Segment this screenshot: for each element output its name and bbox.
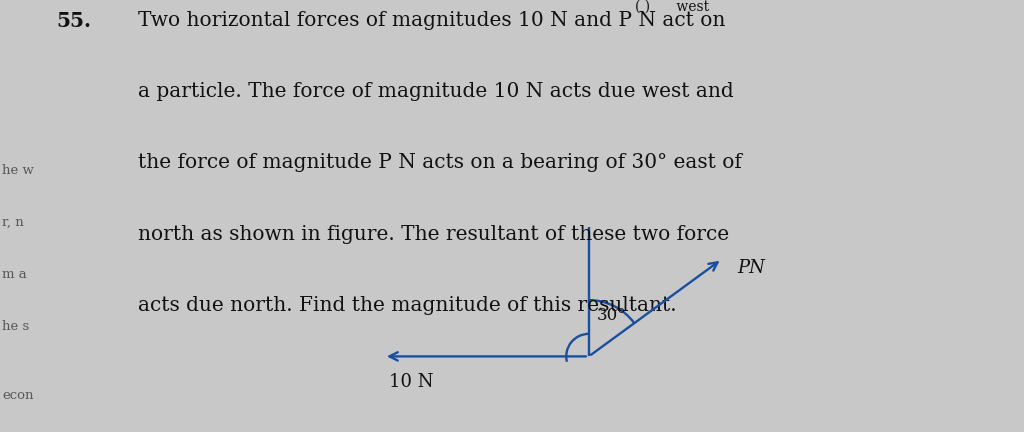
Text: Two horizontal forces of magnitudes 10 N and P N act on: Two horizontal forces of magnitudes 10 N…: [138, 11, 726, 30]
Text: the force of magnitude P N acts on a bearing of 30° east of: the force of magnitude P N acts on a bea…: [138, 153, 742, 172]
Text: 30°: 30°: [597, 307, 627, 324]
Text: he s: he s: [2, 320, 30, 333]
Text: PN: PN: [737, 259, 765, 277]
Text: 10 N: 10 N: [389, 373, 433, 391]
Text: m a: m a: [2, 268, 27, 281]
Text: north as shown in figure. The resultant of these two force: north as shown in figure. The resultant …: [138, 225, 729, 244]
Text: r, n: r, n: [2, 216, 24, 229]
Text: a particle. The force of magnitude 10 N acts due west and: a particle. The force of magnitude 10 N …: [138, 82, 734, 101]
Text: econ: econ: [2, 389, 34, 402]
Text: he w: he w: [2, 164, 34, 177]
Text: 55.: 55.: [56, 11, 91, 31]
Text: ( )      west: ( ) west: [635, 0, 709, 14]
Text: acts due north. Find the magnitude of this resultant.: acts due north. Find the magnitude of th…: [138, 296, 677, 315]
